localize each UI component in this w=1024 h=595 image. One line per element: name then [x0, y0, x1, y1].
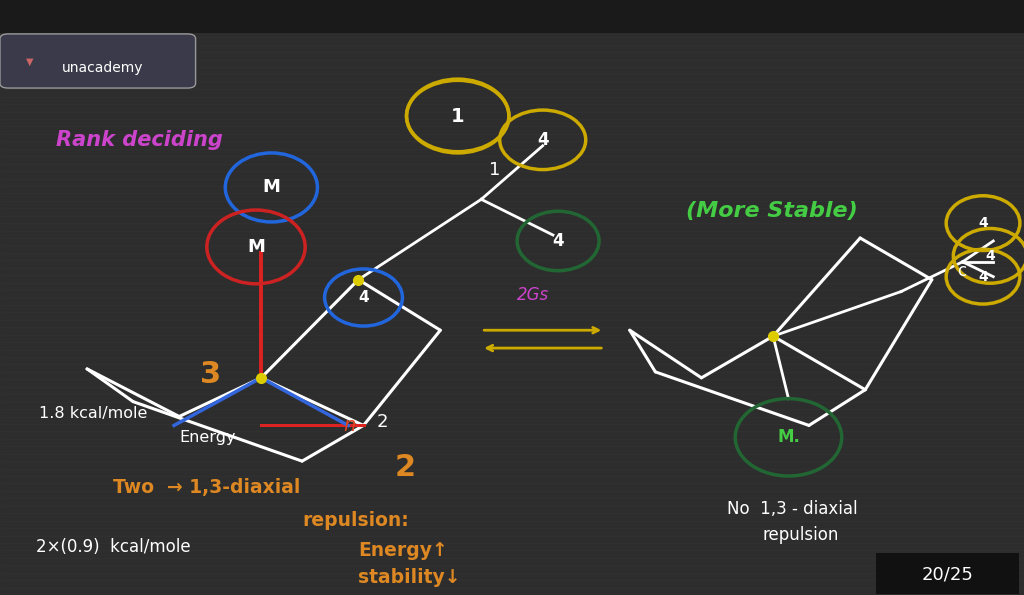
- Text: 2: 2: [394, 453, 416, 481]
- Text: 2×(0.9)  kcal/mole: 2×(0.9) kcal/mole: [36, 538, 190, 556]
- Text: M.: M.: [777, 428, 800, 446]
- Text: 1.8 kcal/mole: 1.8 kcal/mole: [39, 406, 147, 421]
- Text: n: n: [343, 416, 355, 435]
- Text: 20/25: 20/25: [922, 565, 973, 583]
- Bar: [0, 0, 1024, 33]
- Text: 2Gs: 2Gs: [517, 286, 549, 303]
- Text: ▼: ▼: [26, 57, 33, 67]
- Bar: [876, 553, 1019, 594]
- Text: Energy↑: Energy↑: [358, 541, 449, 560]
- Text: repulsion:: repulsion:: [302, 511, 409, 530]
- Text: 1: 1: [451, 107, 465, 126]
- Text: Rank deciding: Rank deciding: [56, 130, 223, 150]
- Text: 1: 1: [489, 161, 501, 178]
- Text: unacademy: unacademy: [61, 61, 143, 76]
- Text: M: M: [262, 178, 281, 196]
- Text: 4: 4: [985, 249, 995, 263]
- FancyBboxPatch shape: [0, 34, 196, 88]
- Text: 4: 4: [552, 232, 564, 250]
- Text: stability↓: stability↓: [358, 568, 461, 587]
- Text: 4: 4: [537, 131, 549, 149]
- Text: Energy: Energy: [179, 430, 236, 445]
- Text: c: c: [957, 262, 967, 280]
- Text: 2: 2: [377, 414, 388, 431]
- Text: M: M: [247, 238, 265, 256]
- Text: Two  → 1,3-diaxial: Two → 1,3-diaxial: [113, 478, 300, 497]
- Text: No  1,3 - diaxial: No 1,3 - diaxial: [727, 500, 858, 518]
- Text: 3: 3: [200, 361, 221, 389]
- Text: 4: 4: [978, 270, 988, 284]
- Text: 4: 4: [978, 216, 988, 230]
- Text: 4: 4: [358, 290, 369, 305]
- Text: repulsion: repulsion: [763, 527, 840, 544]
- Text: (More Stable): (More Stable): [686, 201, 858, 221]
